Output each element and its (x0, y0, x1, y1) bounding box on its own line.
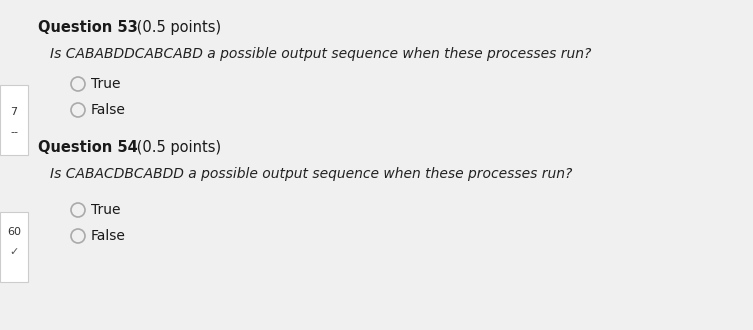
Text: Is CABABDDCABCABD a possible output sequence when these processes run?: Is CABABDDCABCABD a possible output sequ… (50, 47, 591, 61)
FancyBboxPatch shape (0, 85, 28, 155)
Text: (0.5 points): (0.5 points) (132, 140, 221, 155)
Text: True: True (91, 77, 120, 91)
FancyBboxPatch shape (0, 212, 28, 282)
Text: Question 53: Question 53 (38, 20, 138, 35)
Text: True: True (91, 203, 120, 217)
Text: 60: 60 (7, 227, 21, 237)
Text: Is CABACDBCABDD a possible output sequence when these processes run?: Is CABACDBCABDD a possible output sequen… (50, 167, 572, 181)
Text: Question 54: Question 54 (38, 140, 138, 155)
Text: (0.5 points): (0.5 points) (132, 20, 221, 35)
Text: 7: 7 (11, 107, 17, 117)
Text: False: False (91, 229, 126, 243)
Text: False: False (91, 103, 126, 117)
Text: --: -- (10, 127, 18, 137)
Text: ✓: ✓ (9, 247, 19, 257)
